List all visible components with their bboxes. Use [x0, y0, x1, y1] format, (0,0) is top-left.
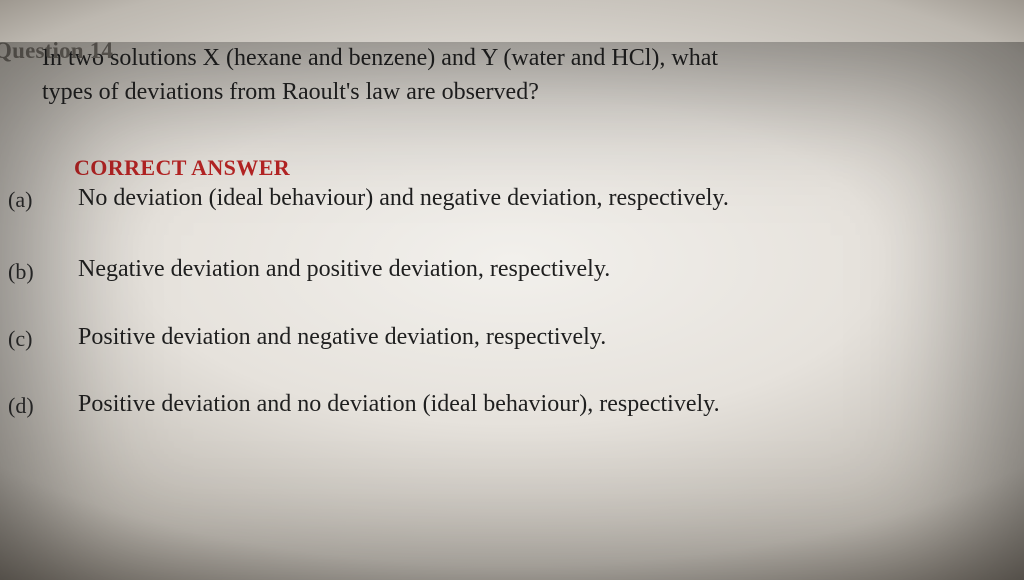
- option-text: Negative deviation and positive deviatio…: [68, 254, 610, 285]
- option-d: (d) Positive deviation and no deviation …: [0, 389, 992, 420]
- option-letter: (a): [0, 187, 68, 214]
- option-a: (a) No deviation (ideal behaviour) and n…: [0, 183, 992, 214]
- question-prompt: In two solutions X (hexane and benzene) …: [42, 42, 992, 109]
- option-b: (b) Negative deviation and positive devi…: [0, 254, 992, 285]
- option-letter: (c): [0, 326, 68, 353]
- correct-answer-label: CORRECT ANSWER: [74, 155, 992, 181]
- option-text: Positive deviation and negative deviatio…: [68, 322, 606, 353]
- prompt-line-1: In two solutions X (hexane and benzene) …: [42, 42, 992, 76]
- option-c: (c) Positive deviation and negative devi…: [0, 322, 992, 353]
- question-page: Question 14 In two solutions X (hexane a…: [0, 42, 1024, 420]
- question-number: Question 14: [0, 38, 113, 64]
- option-letter: (b): [0, 259, 68, 286]
- prompt-line-2: types of deviations from Raoult's law ar…: [42, 76, 992, 110]
- option-letter: (d): [0, 393, 68, 420]
- option-text: No deviation (ideal behaviour) and negat…: [68, 183, 729, 214]
- option-text: Positive deviation and no deviation (ide…: [68, 389, 720, 420]
- options-list: (a) No deviation (ideal behaviour) and n…: [0, 183, 992, 420]
